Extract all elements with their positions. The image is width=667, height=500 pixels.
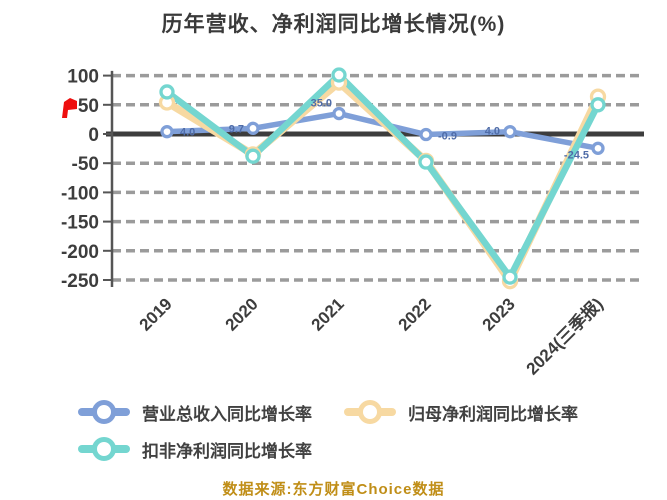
red-marker-icon <box>62 98 77 118</box>
legend-item-revenue[interactable]: 营业总收入同比增长率 <box>78 398 312 426</box>
legend-item-non-recurring[interactable]: 扣非净利润同比增长率 <box>78 435 312 463</box>
data-point-marker <box>503 125 517 139</box>
y-axis-label: -100 <box>61 183 99 204</box>
data-label: -24.5 <box>564 149 589 161</box>
data-point-marker <box>245 148 261 164</box>
data-point-marker <box>246 121 260 135</box>
data-point-marker <box>159 84 175 100</box>
y-axis-label: -50 <box>72 154 99 175</box>
data-point-marker <box>331 67 347 83</box>
data-label: 4.0 <box>485 126 500 138</box>
data-point-marker <box>332 106 346 121</box>
revenue-line-marker-icon <box>78 408 130 416</box>
data-point-marker <box>591 141 605 155</box>
y-axis-label: 50 <box>78 96 99 117</box>
chart-title: 历年营收、净利润同比增长情况(%) <box>161 13 506 36</box>
data-point-marker <box>419 127 433 142</box>
x-axis-label: 2024(三季报) <box>522 294 607 379</box>
y-axis-label: -200 <box>61 242 99 263</box>
series-line-2 <box>163 71 602 281</box>
data-point-marker <box>590 97 606 113</box>
net-profit-line-marker-icon <box>344 408 396 416</box>
y-axis-label: 0 <box>88 125 99 146</box>
y-axis-label: 100 <box>67 67 99 88</box>
data-point-marker <box>418 154 434 170</box>
data-label: -0.9 <box>438 131 457 143</box>
legend-row: 营业总收入同比增长率 归母净利润同比增长率 <box>78 398 578 426</box>
x-axis-label: 2021 <box>308 294 348 334</box>
data-source-caption: 数据来源:东方财富Choice数据 <box>222 481 445 498</box>
data-point-marker <box>502 269 518 285</box>
legend-label: 归母净利润同比增长率 <box>408 404 578 424</box>
data-label: 9.7 <box>229 123 244 135</box>
legend-label: 扣非净利润同比增长率 <box>142 441 312 461</box>
data-point-marker <box>160 125 174 139</box>
legend-label: 营业总收入同比增长率 <box>142 404 312 424</box>
x-axis-label: 2022 <box>395 294 435 334</box>
legend-row: 扣非净利润同比增长率 <box>78 435 578 463</box>
y-axis-label: -150 <box>61 213 99 234</box>
x-axis-label: 2019 <box>136 294 176 334</box>
legend-item-net-profit[interactable]: 归母净利润同比增长率 <box>344 398 578 426</box>
chart-legend: 营业总收入同比增长率 归母净利润同比增长率 扣非净利润同比增长率 <box>78 398 578 463</box>
x-axis-label: 2023 <box>479 294 519 334</box>
data-label: 4.0 <box>180 127 195 139</box>
y-axis-label: -250 <box>61 271 99 292</box>
x-axis-label: 2020 <box>222 294 262 334</box>
non-recurring-line-marker-icon <box>78 445 130 453</box>
data-label: 35.0 <box>311 98 332 110</box>
